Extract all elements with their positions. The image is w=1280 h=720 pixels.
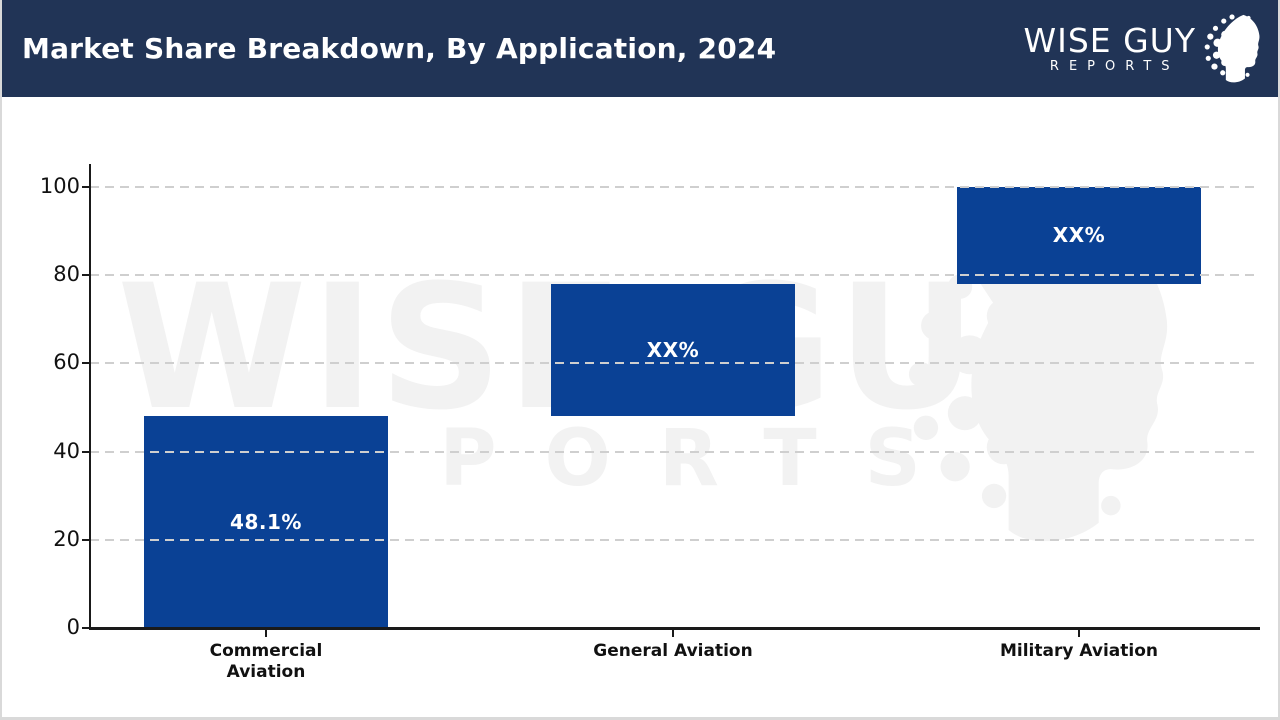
x-axis-line xyxy=(89,627,1260,630)
x-tick-mark xyxy=(1078,630,1080,637)
y-tick-mark xyxy=(82,538,90,541)
x-tick-mark xyxy=(265,630,267,637)
wise-guy-logo: WISE GUY REPORTS xyxy=(1023,11,1262,87)
gridline-20 xyxy=(90,538,1260,541)
y-tick-mark xyxy=(82,186,90,188)
y-axis-line xyxy=(89,164,91,630)
x-tick-label: Military Aviation xyxy=(999,641,1159,661)
bar-1: 48.1% xyxy=(144,415,388,628)
bar-2: XX% xyxy=(551,283,795,416)
bar-3: XX% xyxy=(957,187,1201,284)
bar-value-label: XX% xyxy=(646,337,700,362)
gridline-100 xyxy=(90,186,1260,188)
page-title: Market Share Breakdown, By Application, … xyxy=(22,32,777,65)
logo-face-icon xyxy=(1204,13,1260,82)
y-tick-label: 60 xyxy=(53,350,80,375)
y-tick-mark xyxy=(82,627,90,629)
gridline-60 xyxy=(90,362,1260,365)
y-tick-label: 0 xyxy=(66,615,80,639)
bar-value-label: 48.1% xyxy=(230,509,302,534)
gridline-40 xyxy=(90,450,1260,453)
logo-text: WISE GUY REPORTS xyxy=(1023,24,1196,73)
y-tick-label: 20 xyxy=(53,526,80,551)
y-tick-label: 40 xyxy=(53,438,80,463)
header: Market Share Breakdown, By Application, … xyxy=(2,0,1278,97)
x-tick-label: General Aviation xyxy=(593,641,753,661)
y-tick-mark xyxy=(82,450,90,453)
y-tick-mark xyxy=(82,274,90,277)
gridline-80 xyxy=(90,274,1260,277)
y-tick-label: 100 xyxy=(39,174,80,198)
x-tick-label: Commercial Aviation xyxy=(209,641,323,683)
y-tick-label: 80 xyxy=(53,262,80,287)
bar-value-label: XX% xyxy=(1052,223,1106,248)
logo-subtext: REPORTS xyxy=(1049,59,1180,74)
x-tick-mark xyxy=(672,630,674,637)
y-tick-mark xyxy=(82,362,90,365)
logo-wordmark: WISE GUY xyxy=(1023,21,1196,60)
